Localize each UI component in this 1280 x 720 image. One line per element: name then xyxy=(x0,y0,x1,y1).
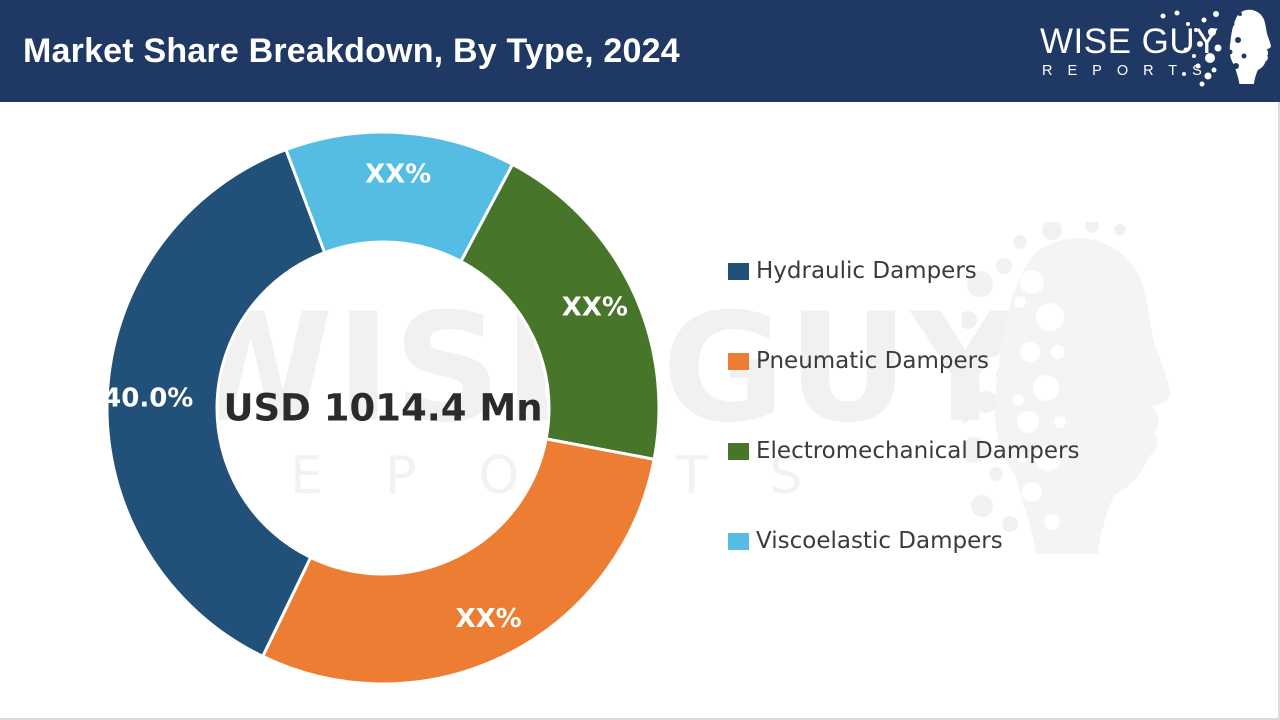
wise-guy-logo: WISE GUY REPORTS xyxy=(1040,9,1271,87)
legend-item: Electromechanical Dampers xyxy=(728,436,1079,466)
logo-subtitle: REPORTS xyxy=(1042,63,1217,79)
page-title: Market Share Breakdown, By Type, 2024 xyxy=(23,31,680,70)
chart-center-value: USD 1014.4 Mn xyxy=(223,386,543,430)
watermark-face-holes xyxy=(1012,270,1066,530)
legend-label: Electromechanical Dampers xyxy=(756,438,1080,464)
donut-chart: XX% XX% XX% 40.0% xyxy=(103,130,661,686)
legend-swatch xyxy=(728,262,749,280)
legend-item: Viscoelastic Dampers xyxy=(728,526,1079,556)
watermark-subtitle: REPORTS xyxy=(192,446,865,506)
slice-percent-label: XX% xyxy=(562,292,628,322)
legend-swatch xyxy=(728,532,749,550)
slice-percent-label: XX% xyxy=(456,604,522,634)
chart-legend: Hydraulic Dampers Pneumatic Dampers Electr… xyxy=(728,256,1079,616)
header-bar: Market Share Breakdown, By Type, 2024 WI… xyxy=(0,0,1280,102)
chart-canvas: WISE GUY REPORTS xyxy=(0,102,1280,718)
watermark-face-dots xyxy=(962,222,1126,532)
donut-slice xyxy=(261,437,656,686)
legend-label: Pneumatic Dampers xyxy=(756,348,990,374)
legend-swatch xyxy=(728,442,749,460)
slice-percent-label: 40.0% xyxy=(103,383,193,413)
legend-item: Pneumatic Dampers xyxy=(728,346,1079,376)
logo-face-icon xyxy=(1160,9,1271,87)
donut-slice xyxy=(105,148,327,658)
donut-slice xyxy=(459,162,661,461)
watermark-face xyxy=(962,222,1171,554)
legend-label: Hydraulic Dampers xyxy=(756,258,977,284)
slice-percent-label: XX% xyxy=(365,159,431,189)
logo-wordmark: WISE GUY xyxy=(1040,22,1219,61)
legend-swatch xyxy=(728,352,749,370)
legend-label: Viscoelastic Dampers xyxy=(756,528,1003,554)
legend-item: Hydraulic Dampers xyxy=(728,256,1079,286)
